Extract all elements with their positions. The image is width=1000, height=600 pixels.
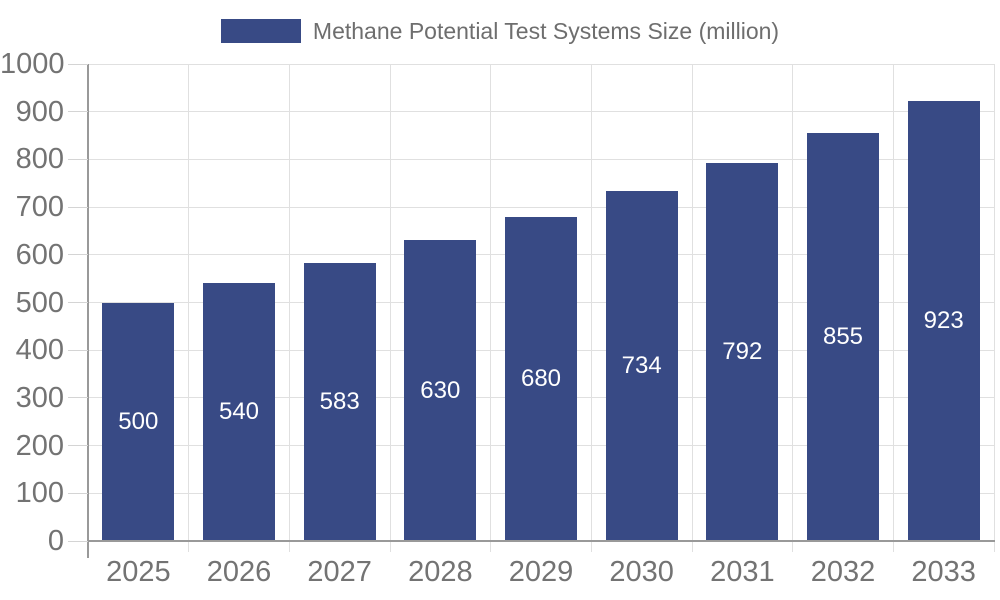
legend[interactable]: Methane Potential Test Systems Size (mil… [0, 14, 1000, 48]
category-gridline [389, 64, 391, 552]
y-tick-mark [68, 397, 88, 399]
y-tick-mark [68, 445, 88, 447]
category-gridline [288, 64, 290, 552]
x-tick-label: 2027 [307, 556, 372, 588]
bar-value-label: 792 [722, 338, 763, 366]
y-gridline [88, 206, 994, 208]
plot-area: 500 540 583 630 680 734 792 855 923 [87, 63, 995, 558]
category-gridline [590, 64, 592, 552]
y-tick-label: 400 [15, 334, 64, 367]
category-gridline [892, 64, 894, 552]
bar-value-label: 680 [520, 364, 562, 392]
x-tick-label: 2026 [206, 556, 272, 588]
y-tick-mark [68, 302, 88, 303]
y-tick-mark [68, 492, 88, 494]
x-tick-label: 2025 [106, 556, 171, 588]
bar[interactable]: 923 [907, 100, 980, 541]
bar-value-label: 855 [822, 323, 864, 351]
category-gridline [792, 64, 794, 552]
x-tick-label: 2029 [508, 556, 574, 588]
y-tick-label: 300 [15, 381, 64, 414]
legend-swatch [220, 19, 301, 43]
y-tick-label: 900 [15, 95, 64, 128]
bar-value-label: 583 [319, 387, 360, 415]
x-tick-label: 2032 [810, 556, 876, 588]
y-tick-label: 1000 [0, 48, 65, 80]
y-tick-label: 0 [47, 525, 64, 557]
x-axis-line [87, 540, 995, 542]
category-gridline [490, 64, 492, 552]
legend-label: Methane Potential Test Systems Size (mil… [312, 18, 780, 44]
x-tick-label: 2031 [710, 556, 775, 588]
y-axis-line [87, 64, 89, 558]
category-gridline [188, 64, 190, 552]
y-tick-mark [68, 206, 88, 208]
category-gridline [691, 64, 693, 552]
bar[interactable]: 630 [404, 240, 477, 541]
category-gridline [993, 64, 995, 552]
y-tick-label: 500 [15, 286, 64, 319]
y-tick-label: 100 [15, 477, 64, 510]
y-tick-label: 200 [15, 429, 64, 462]
y-tick-mark [68, 63, 88, 65]
bar[interactable]: 500 [102, 302, 175, 541]
y-tick-label: 800 [15, 143, 64, 176]
bar[interactable]: 540 [203, 283, 275, 541]
y-gridline [88, 63, 994, 65]
y-tick-label: 700 [15, 191, 64, 224]
y-tick-mark [68, 349, 88, 351]
bar[interactable]: 583 [303, 262, 376, 541]
x-tick-label: 2033 [911, 556, 976, 588]
y-tick-mark [68, 254, 88, 256]
bar[interactable]: 855 [807, 133, 879, 541]
bar-value-label: 500 [118, 407, 159, 435]
y-tick-mark [68, 111, 88, 113]
x-tick-label: 2028 [408, 556, 473, 588]
bar[interactable]: 734 [605, 190, 678, 541]
bar-value-label: 540 [218, 398, 260, 426]
y-tick-mark [68, 158, 88, 160]
x-tick-label: 2030 [609, 556, 674, 588]
y-tick-mark [68, 540, 88, 542]
bar-value-label: 923 [923, 306, 964, 334]
bar[interactable]: 680 [505, 216, 577, 541]
y-tick-label: 600 [15, 238, 64, 271]
y-gridline [88, 111, 994, 113]
bar-value-label: 630 [420, 376, 461, 404]
bar-value-label: 734 [621, 351, 662, 379]
y-gridline [88, 158, 994, 160]
bar[interactable]: 792 [706, 163, 779, 541]
